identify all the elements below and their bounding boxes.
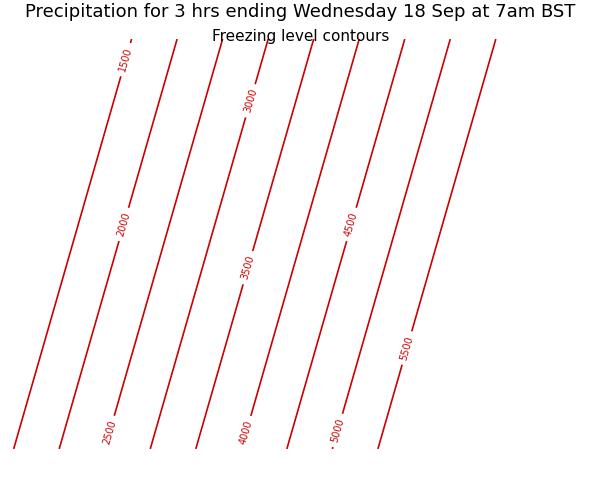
Text: Freezing level contours: Freezing level contours — [212, 29, 389, 44]
Text: 2500: 2500 — [101, 419, 118, 446]
Text: 1500: 1500 — [117, 46, 134, 73]
Text: 4500: 4500 — [343, 211, 359, 238]
Text: 3500: 3500 — [240, 254, 256, 281]
Text: 3000: 3000 — [242, 88, 258, 114]
Text: 5500: 5500 — [398, 335, 415, 361]
Text: 5000: 5000 — [329, 417, 346, 444]
Text: 4000: 4000 — [238, 419, 254, 446]
Text: 2000: 2000 — [115, 211, 132, 238]
Text: Precipitation for 3 hrs ending Wednesday 18 Sep at 7am BST: Precipitation for 3 hrs ending Wednesday… — [25, 3, 576, 21]
